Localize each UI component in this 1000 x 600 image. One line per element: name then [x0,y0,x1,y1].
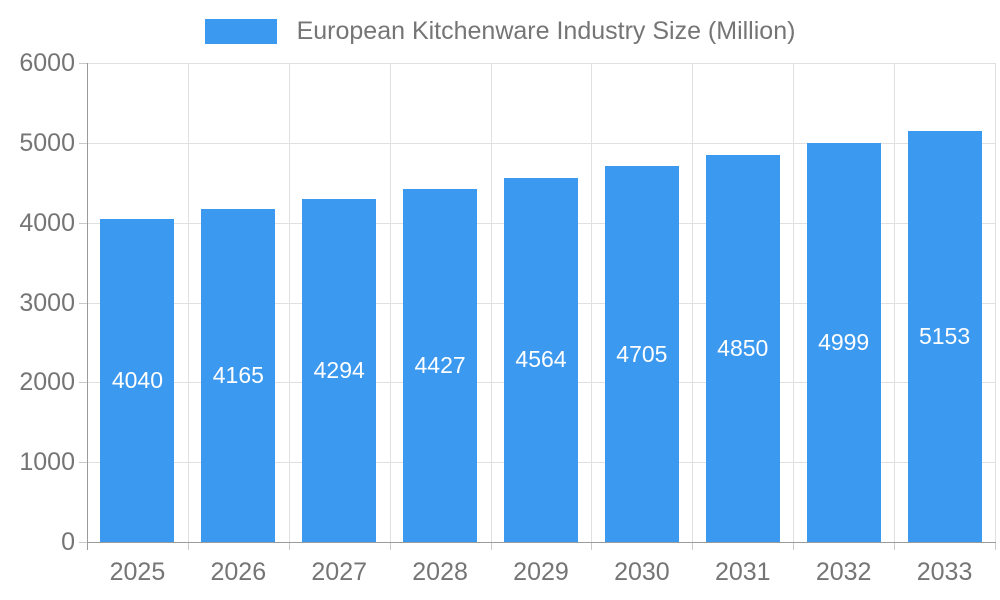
x-axis-tick-label: 2033 [916,558,973,586]
x-axis-tick [591,542,593,550]
bar-value-label: 5153 [918,322,971,349]
x-axis-tick-label: 2028 [412,558,468,586]
bar[interactable]: 4850 [705,154,780,542]
x-gridline [995,63,996,542]
y-axis-tick [79,63,87,64]
bar[interactable]: 5153 [907,130,982,542]
x-gridline [591,63,593,542]
x-gridline [793,63,795,542]
legend-item[interactable]: European Kitchenware Industry Size (Mill… [204,17,796,46]
bar-value-label: 4040 [111,367,164,394]
x-axis-tick-label: 2031 [714,558,771,586]
bar-value-label: 4427 [414,351,466,378]
x-axis-tick [490,542,492,550]
y-axis-tick-label: 2000 [19,368,75,397]
x-axis-tick [288,542,290,550]
bar[interactable]: 4999 [806,142,881,542]
bar-value-label: 4850 [717,334,769,361]
x-axis-tick-label: 2032 [815,558,872,586]
x-axis-tick [894,542,896,550]
x-axis-tick [187,542,189,550]
y-axis-tick [79,382,87,384]
x-axis-tick [995,542,996,550]
y-axis-tick-label: 0 [61,528,75,556]
x-gridline [187,63,189,542]
bar[interactable]: 4427 [403,188,478,542]
bar[interactable]: 4705 [604,166,679,542]
x-gridline [389,63,391,542]
chart-legend: European Kitchenware Industry Size (Mill… [0,17,1000,46]
legend-label: European Kitchenware Industry Size (Mill… [296,17,796,45]
x-gridline [692,63,694,542]
y-gridline [87,63,995,64]
y-axis-tick [79,142,87,144]
x-axis-tick [692,542,694,550]
y-axis-line [87,63,88,550]
y-axis-tick-label: 1000 [19,448,75,477]
x-axis-tick-label: 2027 [311,558,368,586]
x-axis-tick-label: 2025 [109,558,166,586]
bar[interactable]: 4564 [504,177,578,542]
x-axis-tick [793,542,795,550]
y-axis-tick [79,462,87,464]
x-axis-line [87,542,996,543]
bar-value-label: 4564 [515,346,567,373]
x-gridline [288,63,290,542]
bar[interactable]: 4040 [100,219,175,542]
y-gridline [87,142,995,144]
y-axis-tick-label: 4000 [19,208,75,237]
y-axis-tick-label: 5000 [19,128,75,157]
x-axis-tick-label: 2029 [513,558,569,586]
y-axis-tick [79,302,87,304]
x-gridline [490,63,492,542]
bar-value-label: 4999 [818,328,870,355]
y-axis-tick-label: 3000 [19,288,75,317]
legend-swatch-icon [204,19,277,44]
bar[interactable]: 4165 [201,209,276,542]
x-gridline [894,63,896,542]
y-axis-tick [79,222,87,224]
bar-value-label: 4705 [616,340,668,367]
x-axis-tick [389,542,391,550]
y-axis-tick [79,542,87,543]
x-axis-tick-label: 2030 [614,558,670,586]
y-axis-tick-label: 6000 [19,49,75,77]
bar-value-label: 4165 [212,362,264,389]
bar[interactable]: 4294 [302,199,377,542]
x-axis-tick-label: 2026 [210,558,267,586]
bar-value-label: 4294 [313,357,365,384]
